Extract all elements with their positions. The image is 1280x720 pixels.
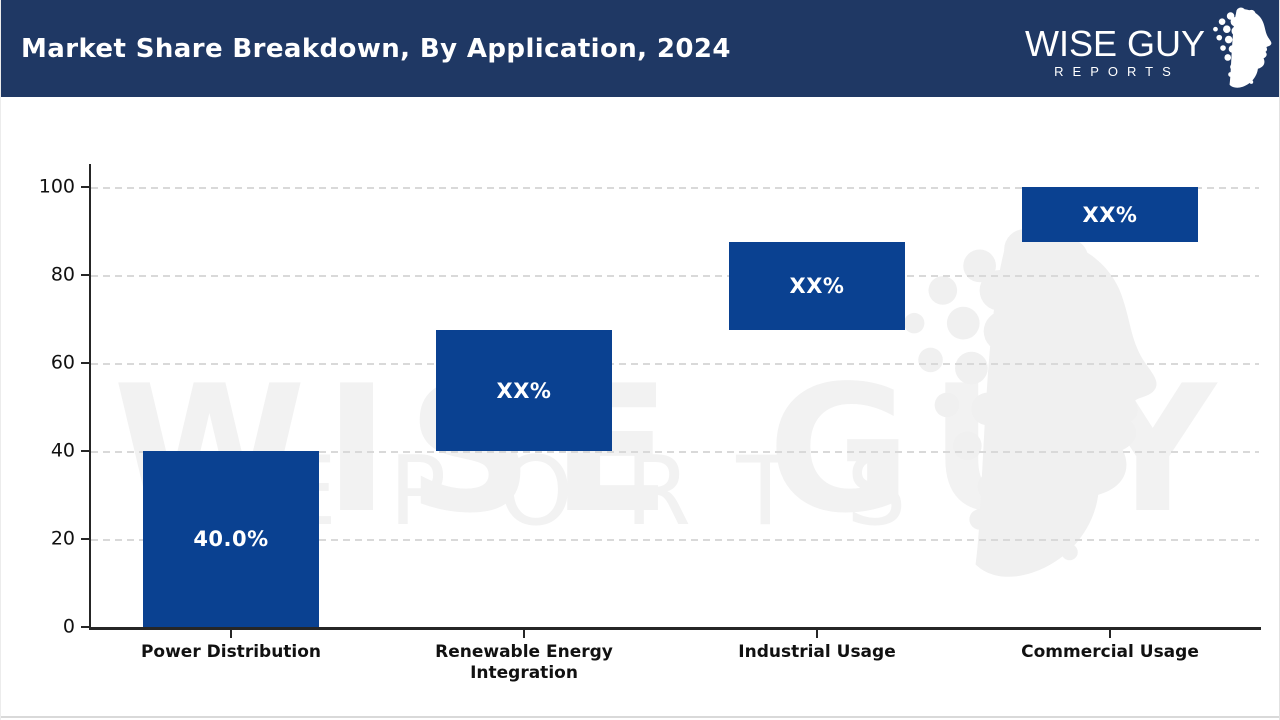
gridline-40 <box>91 451 1259 453</box>
y-tick-label-40: 40 <box>50 439 75 462</box>
x-tick-mark-4 <box>1109 630 1111 638</box>
y-tick-mark-80 <box>81 274 89 276</box>
x-tick-mark-3 <box>816 630 818 638</box>
logo-text: WISE GUY REPORTS <box>1024 23 1205 80</box>
x-tick-mark-2 <box>523 630 525 638</box>
logo-face-icon <box>1213 7 1272 88</box>
y-tick-mark-100 <box>81 186 89 188</box>
y-axis-line <box>89 164 91 629</box>
page-title: Market Share Breakdown, By Application, … <box>21 33 731 64</box>
logo-subtitle: REPORTS <box>1054 64 1180 79</box>
gridline-100 <box>91 187 1259 189</box>
plot-area: 0 20 40 60 80 100 40.0% Power Distribution XX% Re… <box>39 164 1261 683</box>
bottom-divider <box>1 716 1279 718</box>
y-tick-mark-0 <box>81 626 89 628</box>
bar-4: XX% <box>1022 187 1198 242</box>
bar-value-label-1: 40.0% <box>193 527 269 551</box>
header-bar: Market Share Breakdown, By Application, … <box>1 0 1279 97</box>
bar-3: XX% <box>729 242 905 330</box>
bar-2: XX% <box>436 330 612 451</box>
y-tick-label-80: 80 <box>50 263 75 286</box>
x-category-label-3: Industrial Usage <box>738 642 896 662</box>
x-axis-line <box>89 627 1261 630</box>
gridline-80 <box>91 275 1259 277</box>
x-tick-mark-1 <box>230 630 232 638</box>
bar-value-label-3: XX% <box>789 274 845 298</box>
brand-logo: WISE GUY REPORTS <box>1025 6 1273 92</box>
gridline-60 <box>91 363 1259 365</box>
y-tick-label-0: 0 <box>62 615 75 638</box>
y-tick-mark-20 <box>81 538 89 540</box>
y-tick-label-60: 60 <box>50 351 75 374</box>
x-category-label-1: Power Distribution <box>140 642 322 662</box>
bar-value-label-4: XX% <box>1082 202 1138 227</box>
logo-wordmark: WISE GUY <box>1024 23 1205 64</box>
x-category-label-4: Commercial Usage <box>1021 642 1199 662</box>
y-tick-label-20: 20 <box>50 527 75 550</box>
gridline-20 <box>91 539 1259 541</box>
bar-1: 40.0% <box>143 451 319 627</box>
bar-value-label-2: XX% <box>496 378 552 403</box>
x-category-label-2: Renewable Energy Integration <box>435 642 613 683</box>
y-tick-label-100: 100 <box>38 175 75 198</box>
y-tick-mark-60 <box>81 362 89 364</box>
y-tick-mark-40 <box>81 450 89 452</box>
